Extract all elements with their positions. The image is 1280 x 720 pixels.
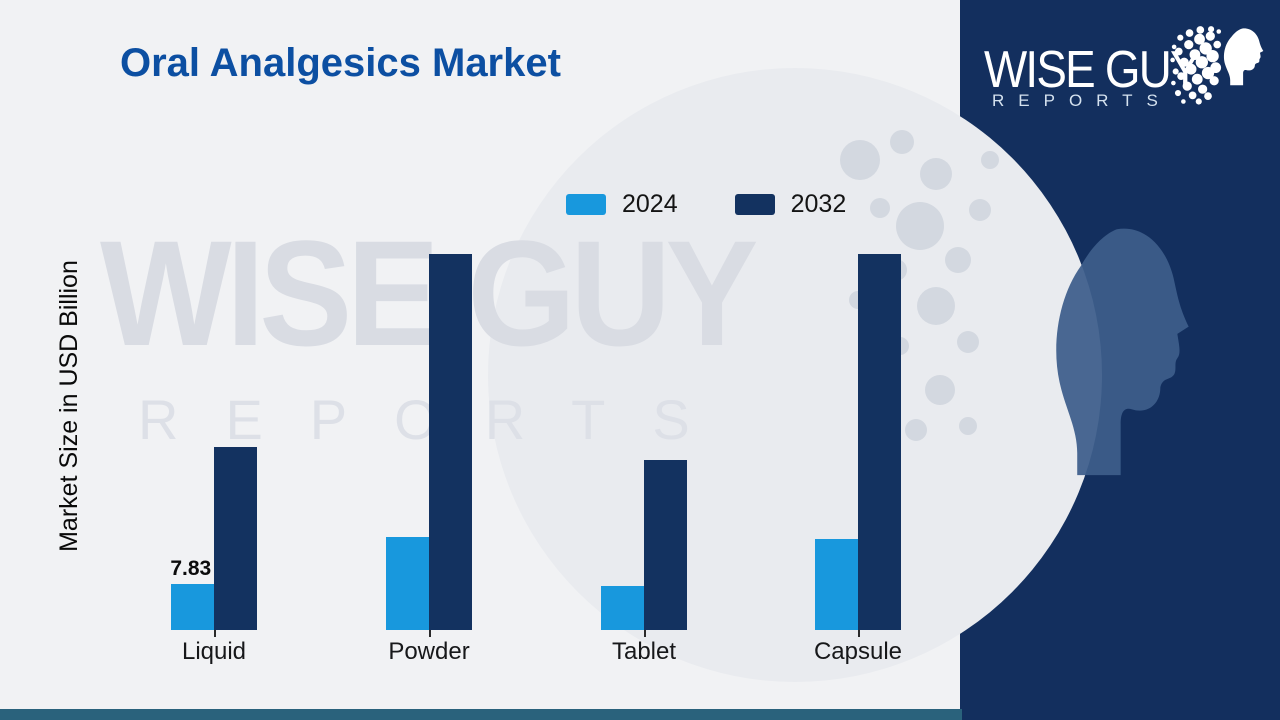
bar-tablet-2024	[601, 585, 644, 630]
bar-capsule-2024	[815, 538, 858, 630]
bar-group-capsule: Capsule	[814, 217, 902, 665]
x-axis-tick	[214, 630, 216, 637]
x-axis-tick	[858, 630, 860, 637]
watermark-dots-pattern	[840, 130, 999, 441]
category-label-capsule: Capsule	[813, 638, 903, 665]
legend-swatch-2024	[566, 194, 606, 215]
bar-liquid-2032	[214, 447, 257, 630]
logo-subtitle: REPORTS	[992, 91, 1172, 110]
watermark-subtext: REPORTS	[138, 392, 737, 448]
bar-value-label: 7.83	[170, 556, 212, 580]
bar-group-liquid: 7.83 Liquid	[170, 217, 257, 665]
logo-wordmark: WISE GUY	[984, 41, 1201, 99]
logo-face-icon	[1170, 26, 1268, 105]
face-silhouette-large	[1030, 222, 1200, 514]
decorative-circle	[488, 68, 1102, 682]
legend-item-2024: 2024	[566, 190, 678, 219]
bar-group-tablet: Tablet	[601, 217, 687, 665]
bar-tablet-2032	[644, 459, 687, 630]
legend-label-2024: 2024	[622, 190, 678, 218]
legend-label-2032: 2032	[790, 190, 847, 218]
bar-group-powder: Powder	[386, 217, 472, 665]
x-axis-tick	[644, 630, 646, 637]
bar-capsule-2032	[858, 253, 901, 630]
category-label-tablet: Tablet	[611, 638, 677, 665]
bar-liquid-2024: 7.83	[170, 557, 214, 630]
chart-legend: 2024 2032	[566, 190, 846, 219]
footer-accent-bar	[0, 709, 962, 720]
bar-powder-2032	[429, 254, 472, 630]
category-label-powder: Powder	[388, 638, 470, 665]
bar-powder-2024	[386, 536, 429, 630]
legend-swatch-2032	[734, 194, 775, 215]
y-axis-label: Market Size in USD Billion	[55, 260, 83, 552]
x-axis-tick	[429, 630, 431, 637]
category-label-liquid: Liquid	[181, 638, 247, 665]
legend-item-2032: 2032	[734, 190, 847, 219]
page-title: Oral Analgesics Market	[120, 41, 561, 85]
